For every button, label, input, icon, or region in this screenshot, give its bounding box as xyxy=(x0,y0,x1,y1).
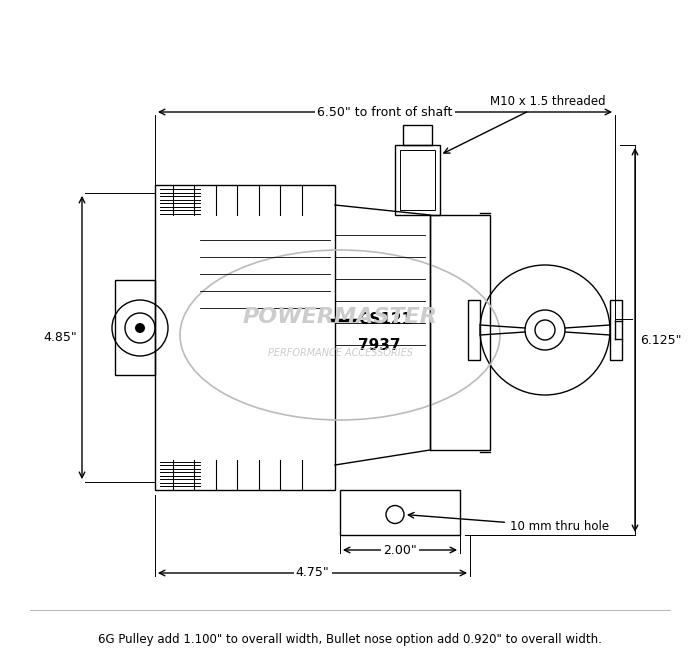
Text: POWERMASTER: POWERMASTER xyxy=(243,307,438,327)
Bar xyxy=(403,125,432,145)
Bar xyxy=(155,185,335,490)
Text: 10 mm thru hole: 10 mm thru hole xyxy=(408,513,609,533)
Bar xyxy=(430,215,490,450)
Text: 4.75": 4.75" xyxy=(295,567,330,579)
Bar xyxy=(468,300,480,360)
Bar xyxy=(395,145,440,215)
Bar xyxy=(115,280,155,375)
Text: 6.50" to front of shaft: 6.50" to front of shaft xyxy=(317,105,453,119)
Text: 7937: 7937 xyxy=(358,337,400,353)
Text: 4.85": 4.85" xyxy=(43,331,77,344)
Text: 6G Pulley add 1.100" to overall width, Bullet nose option add 0.920" to overall : 6G Pulley add 1.100" to overall width, B… xyxy=(98,633,602,646)
Text: PERFORMANCE ACCESSORIES: PERFORMANCE ACCESSORIES xyxy=(267,348,412,358)
Circle shape xyxy=(135,323,145,333)
Text: 2.00": 2.00" xyxy=(383,544,417,556)
Text: 6.125": 6.125" xyxy=(640,333,682,347)
Text: M10 x 1.5 threaded: M10 x 1.5 threaded xyxy=(444,95,606,153)
Bar xyxy=(610,300,622,360)
Bar xyxy=(340,490,460,535)
Bar xyxy=(400,150,435,210)
Text: CS121: CS121 xyxy=(358,312,412,328)
